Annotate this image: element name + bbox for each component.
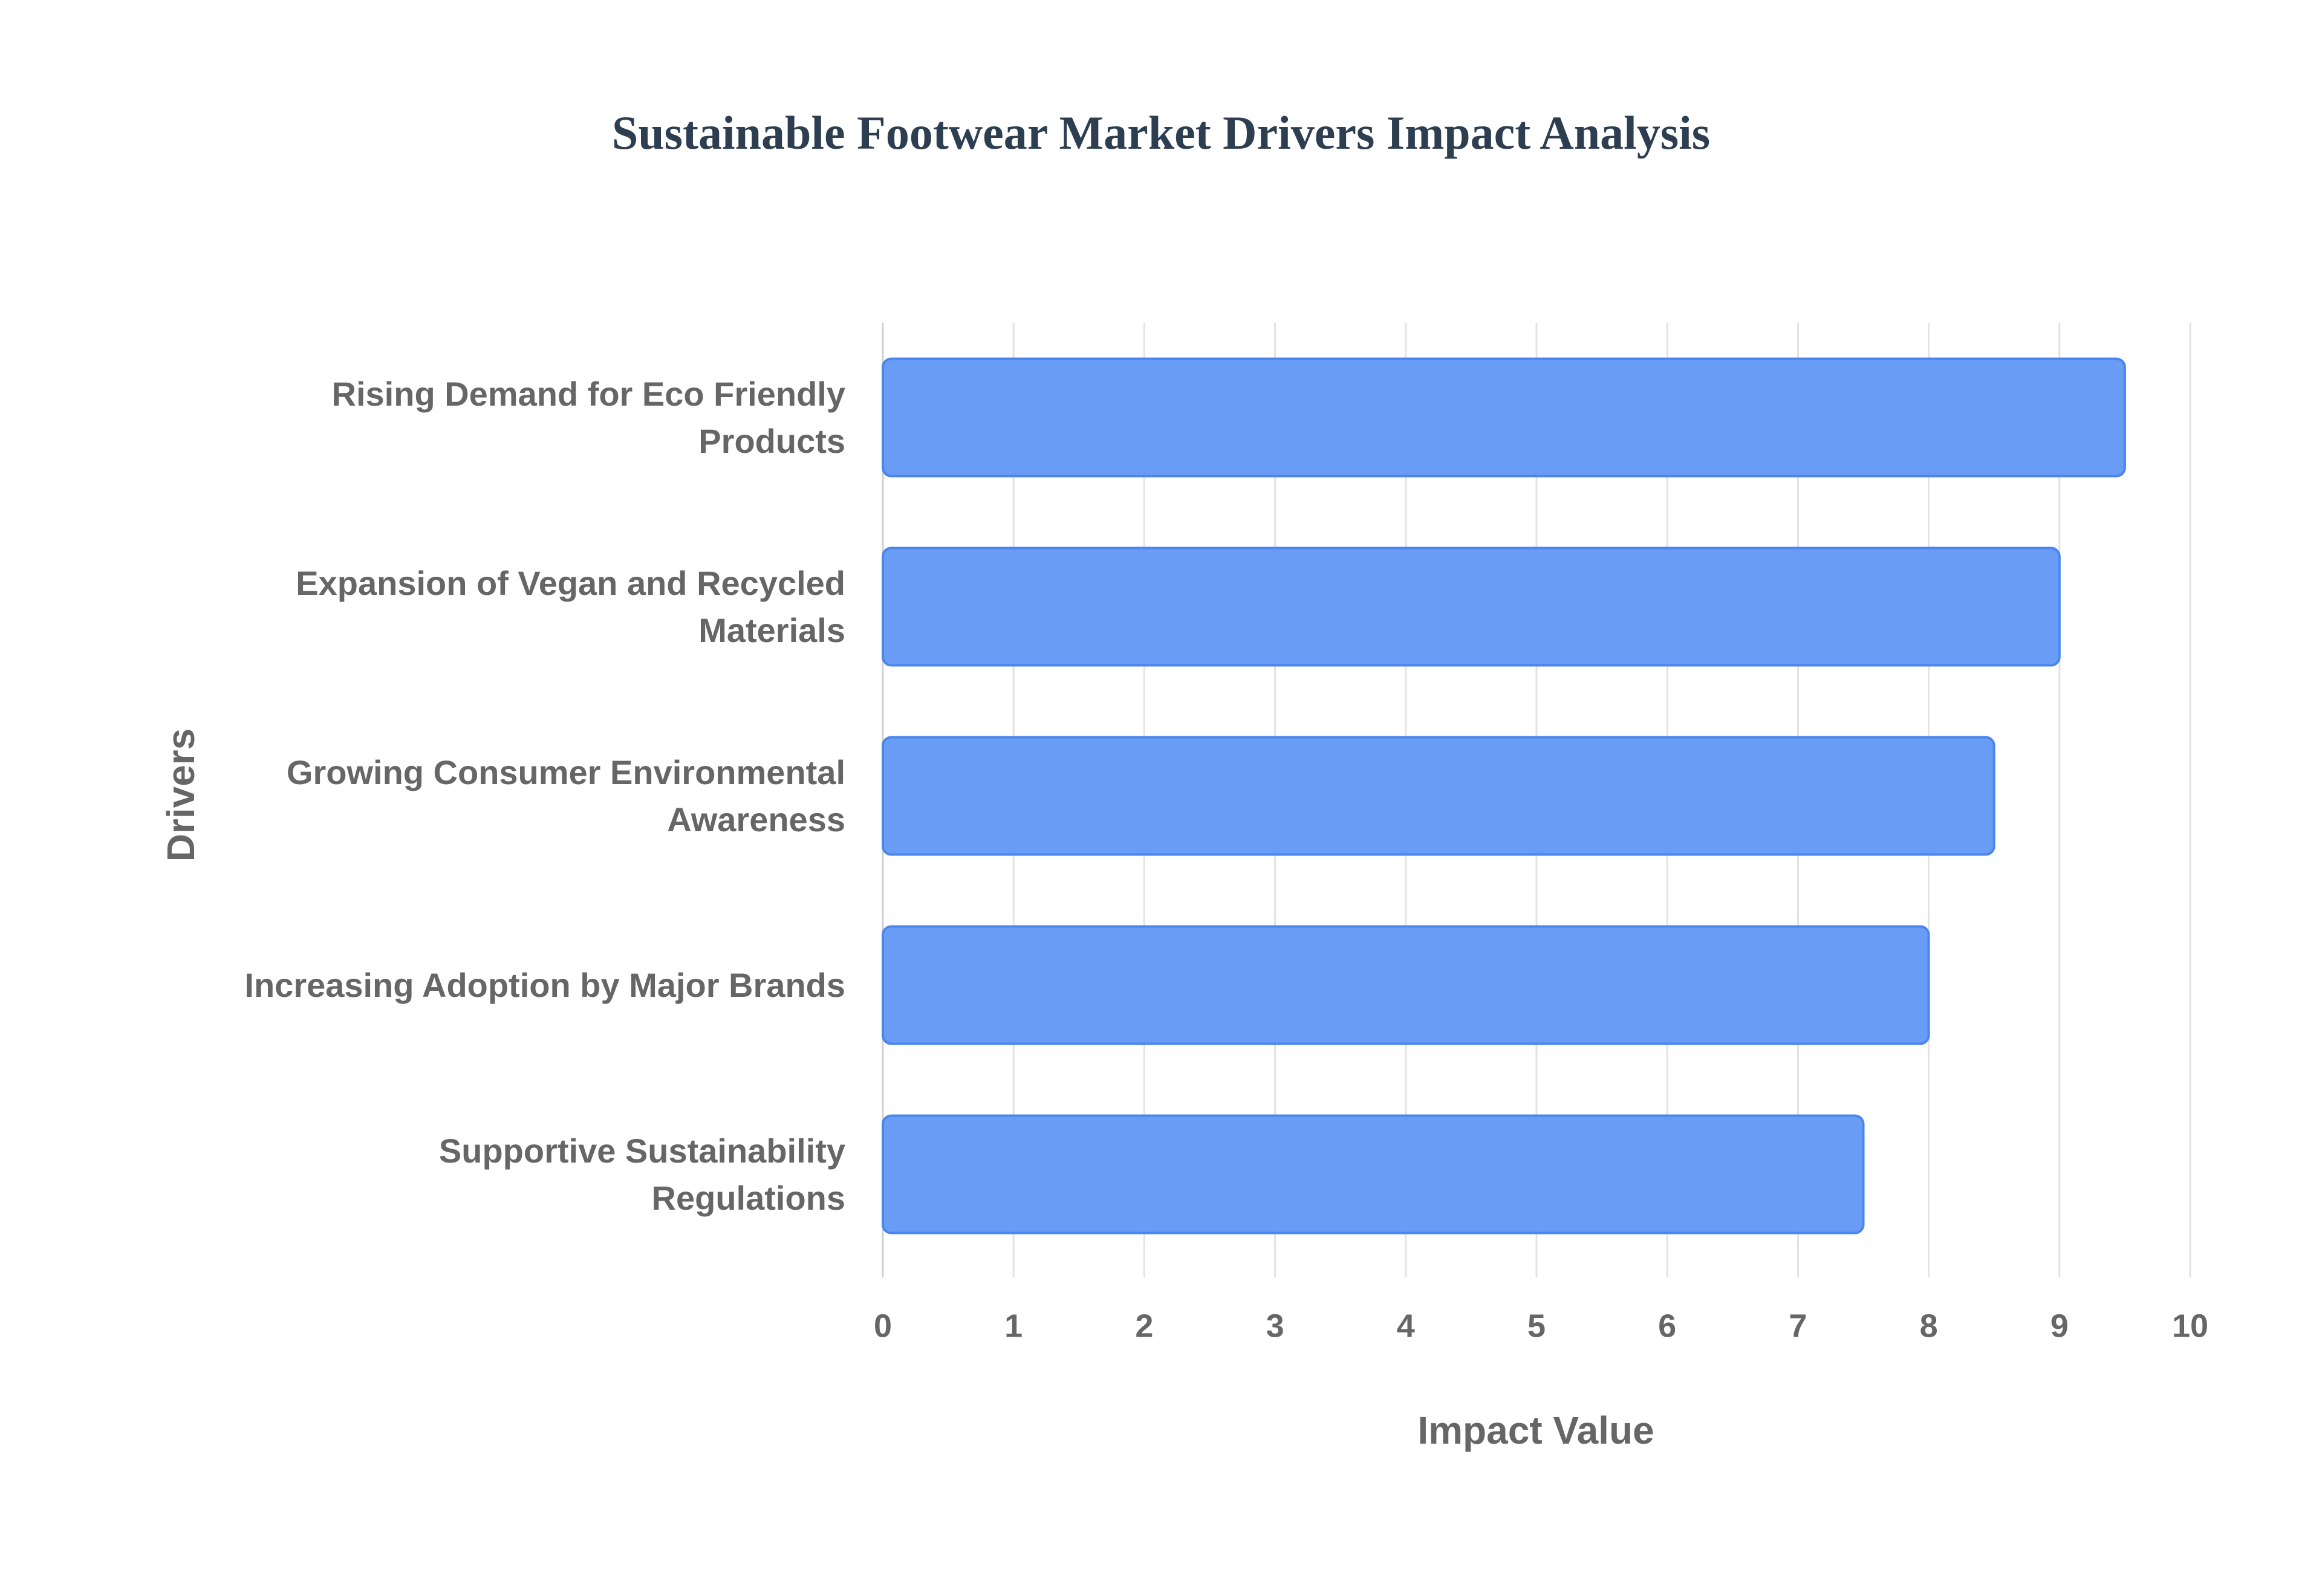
- y-tick-label: Growing Consumer Environmental Awareness: [286, 753, 845, 839]
- bar: [882, 547, 2061, 667]
- y-tick-label: Expansion of Vegan and Recycled Material…: [296, 563, 845, 649]
- chart-title: Sustainable Footwear Market Drivers Impa…: [612, 106, 1710, 159]
- x-tick-label: 9: [2050, 1308, 2069, 1344]
- x-tick-label: 4: [1397, 1308, 1415, 1344]
- bar: [882, 1114, 1865, 1234]
- bar: [882, 357, 2126, 478]
- x-tick-label: 2: [1135, 1308, 1153, 1344]
- x-axis-title: Impact Value: [1417, 1409, 1654, 1452]
- x-tick-label: 6: [1658, 1308, 1676, 1344]
- x-tick-label: 0: [874, 1308, 892, 1344]
- y-tick-label: Supportive Sustainability Regulations: [438, 1131, 845, 1217]
- x-tick-label: 8: [1920, 1308, 1938, 1344]
- x-tick-label: 10: [2172, 1308, 2208, 1344]
- y-axis-title: Drivers: [159, 728, 203, 862]
- x-tick-label: 5: [1527, 1308, 1546, 1344]
- y-tick-label: Increasing Adoption by Major Brands: [244, 965, 845, 1004]
- x-tick-label: 1: [1004, 1308, 1023, 1344]
- bar: [882, 736, 1995, 856]
- y-tick-label: Rising Demand for Eco Friendly Products: [331, 374, 845, 460]
- x-tick-label: 3: [1266, 1308, 1284, 1344]
- x-tick-label: 7: [1789, 1308, 1807, 1344]
- bar: [882, 925, 1930, 1045]
